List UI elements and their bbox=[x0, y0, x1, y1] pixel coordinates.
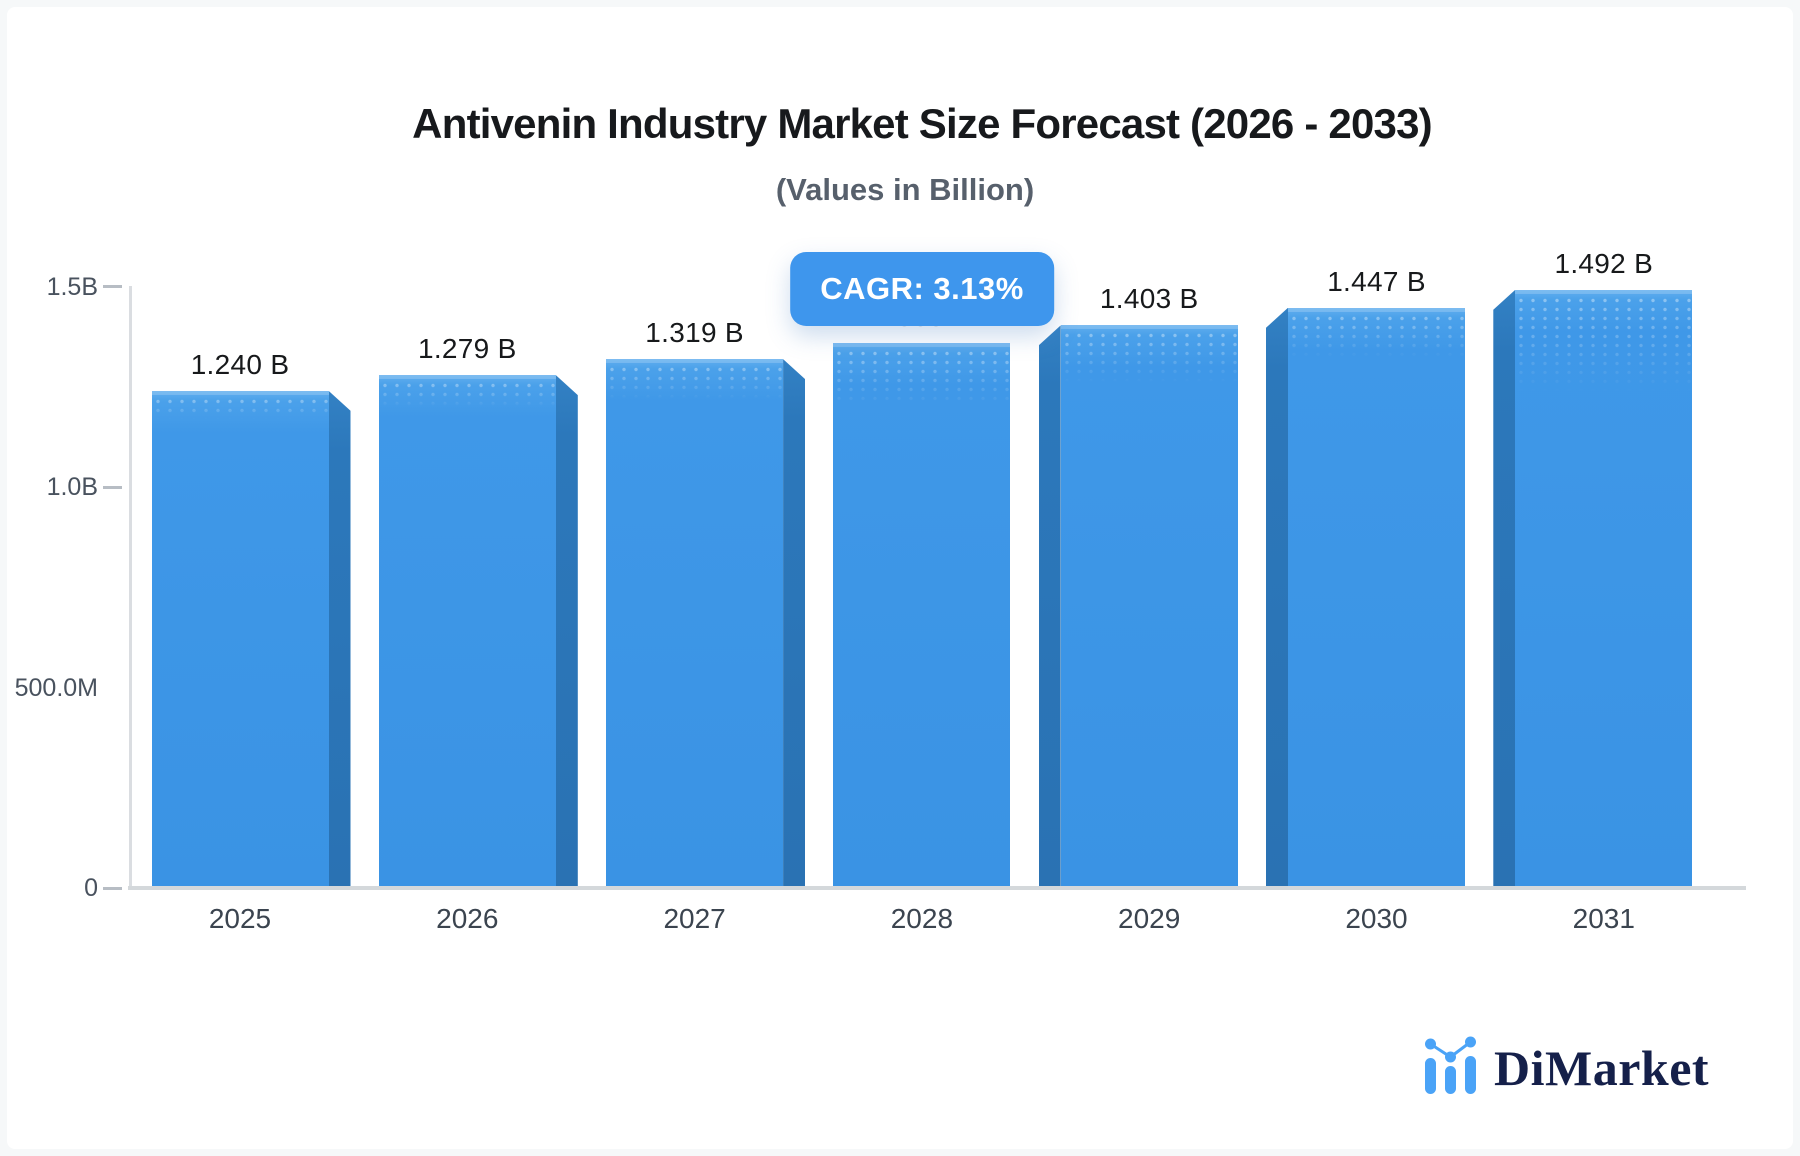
y-axis-label-1.0B: 1.0B bbox=[46, 473, 98, 501]
y-axis-tick bbox=[103, 485, 122, 489]
x-axis-label-2029: 2029 bbox=[1118, 903, 1181, 934]
bar-2030 bbox=[1288, 307, 1465, 886]
bar-texture bbox=[378, 381, 556, 408]
value-label-2029: 1.403 B bbox=[1099, 283, 1199, 315]
cagr-badge: CAGR: 3.13% bbox=[790, 252, 1054, 326]
bar-chart-logo-icon bbox=[1425, 1036, 1476, 1094]
bar-2026 bbox=[378, 375, 556, 886]
dimarket-logo: DiMarket bbox=[1424, 1036, 1709, 1094]
bar-2029 bbox=[1060, 325, 1238, 886]
value-label-2031: 1.492 B bbox=[1554, 247, 1654, 279]
bar-texture bbox=[606, 365, 784, 400]
bar-2031 bbox=[1515, 289, 1693, 886]
logo-text: DiMarket bbox=[1494, 1040, 1710, 1096]
y-axis-label-0: 0 bbox=[84, 874, 98, 902]
bar-2028 bbox=[833, 342, 1011, 886]
bar-side-2026 bbox=[555, 375, 578, 886]
bar-texture bbox=[151, 396, 329, 419]
bar-side-2025 bbox=[328, 390, 351, 886]
bar-2027 bbox=[606, 359, 784, 886]
value-label-2027: 1.319 B bbox=[645, 317, 744, 349]
x-axis-label-2028: 2028 bbox=[890, 903, 954, 934]
bar-texture bbox=[1288, 313, 1465, 358]
value-label-2025: 1.240 B bbox=[190, 348, 290, 380]
value-label-2030: 1.447 B bbox=[1327, 265, 1426, 297]
x-axis-label-2025: 2025 bbox=[208, 903, 272, 934]
bar-2025 bbox=[151, 390, 329, 886]
y-axis-label-1.5B: 1.5B bbox=[46, 272, 98, 301]
bar-texture bbox=[833, 348, 1011, 407]
bar-texture bbox=[1060, 331, 1238, 384]
x-axis-label-2027: 2027 bbox=[663, 903, 726, 934]
y-axis-tick bbox=[103, 285, 122, 288]
bar-side-2031 bbox=[1493, 289, 1516, 886]
x-axis-line bbox=[128, 886, 1746, 890]
bar-side-2029 bbox=[1038, 325, 1061, 886]
chart-subtitle: (Values in Billion) bbox=[775, 172, 1035, 207]
bar-side-2030 bbox=[1266, 307, 1288, 886]
bar-texture bbox=[1515, 295, 1693, 392]
x-axis-label-2026: 2026 bbox=[436, 903, 499, 934]
bar-side-2027 bbox=[783, 359, 806, 886]
value-label-2026: 1.279 B bbox=[417, 333, 517, 365]
x-axis-label-2030: 2030 bbox=[1345, 903, 1408, 934]
y-axis-tick bbox=[103, 886, 122, 890]
y-axis-line bbox=[129, 286, 132, 888]
x-axis-label-2031: 2031 bbox=[1572, 903, 1635, 934]
chart-title: Antivenin Industry Market Size Forecast … bbox=[412, 100, 1432, 147]
y-axis-label-500.0M: 500.0M bbox=[14, 673, 98, 702]
